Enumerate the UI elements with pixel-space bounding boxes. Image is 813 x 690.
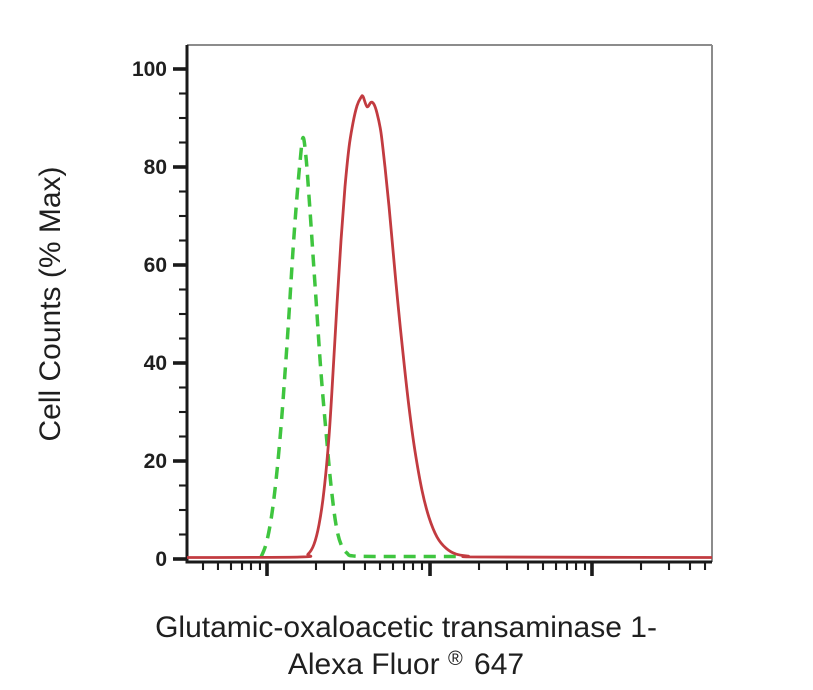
- x-axis-title-line2-number: 647: [474, 648, 524, 681]
- series-curves: [186, 94, 713, 559]
- y-axis-tick-labels: 100 80 60 40 20 0: [132, 58, 167, 571]
- x-axis-title-line1: Glutamic-oxaloacetic transaminase 1-: [155, 611, 657, 644]
- registered-trademark-symbol: ®: [448, 648, 463, 670]
- x-axis-title-line2: Alexa Fluor ® 647: [288, 639, 524, 681]
- x-axis-title-line2-text: Alexa Fluor: [288, 648, 440, 681]
- x-axis-ticks: [201, 562, 707, 576]
- series-curve-red-solid: [186, 94, 713, 559]
- y-tick-label: 20: [144, 450, 167, 473]
- y-axis-title: Cell Counts (% Max): [34, 166, 67, 441]
- y-tick-label: 100: [132, 58, 167, 81]
- y-tick-label: 60: [144, 254, 167, 277]
- y-tick-label: 0: [155, 548, 167, 571]
- series-curve-green-dashed: [259, 135, 461, 559]
- y-axis-ticks: [173, 67, 187, 561]
- y-tick-label: 40: [144, 352, 167, 375]
- y-tick-label: 80: [144, 156, 167, 179]
- plot-frame: [185, 44, 713, 564]
